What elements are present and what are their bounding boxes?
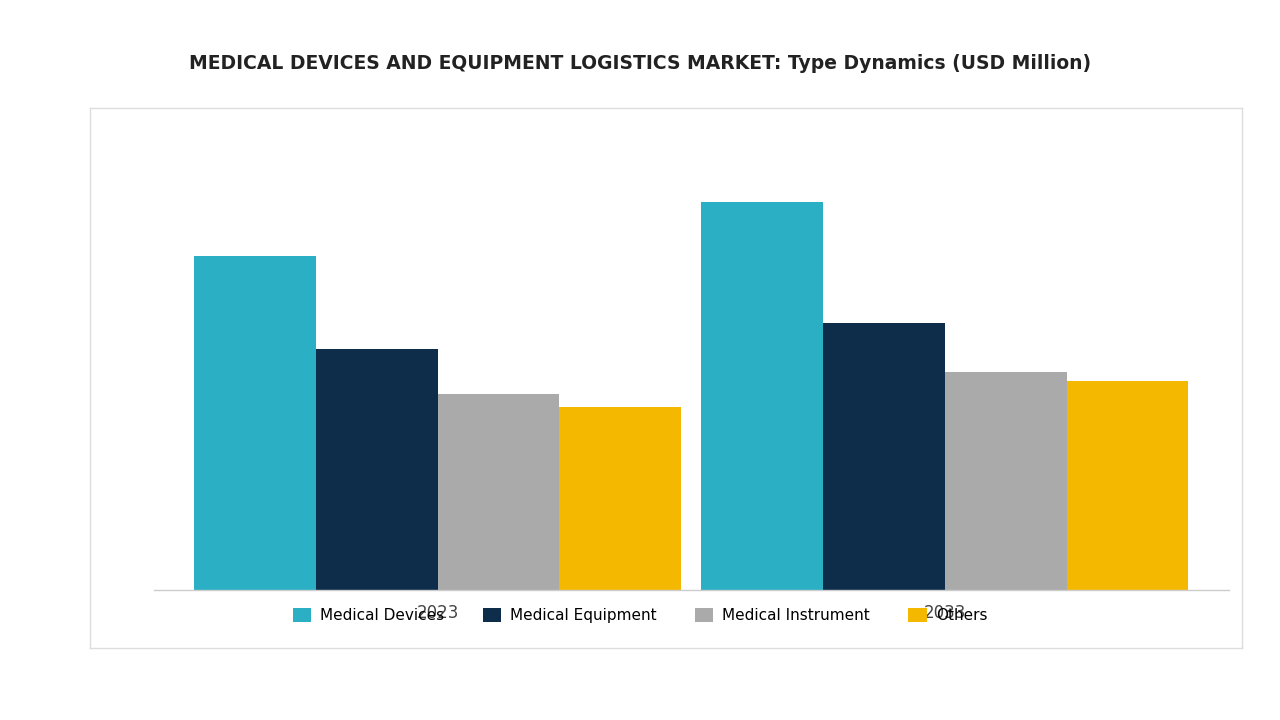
Bar <box>701 202 823 590</box>
Bar <box>823 323 945 590</box>
Text: MEDICAL DEVICES AND EQUIPMENT LOGISTICS MARKET: Type Dynamics (USD Million): MEDICAL DEVICES AND EQUIPMENT LOGISTICS … <box>189 54 1091 73</box>
Bar <box>195 256 316 590</box>
Bar <box>945 372 1066 590</box>
Bar <box>438 394 559 590</box>
Legend: Medical Devices, Medical Equipment, Medical Instrument, Others: Medical Devices, Medical Equipment, Medi… <box>287 602 993 629</box>
Bar <box>1066 381 1188 590</box>
Bar <box>559 408 681 590</box>
Bar <box>316 349 438 590</box>
